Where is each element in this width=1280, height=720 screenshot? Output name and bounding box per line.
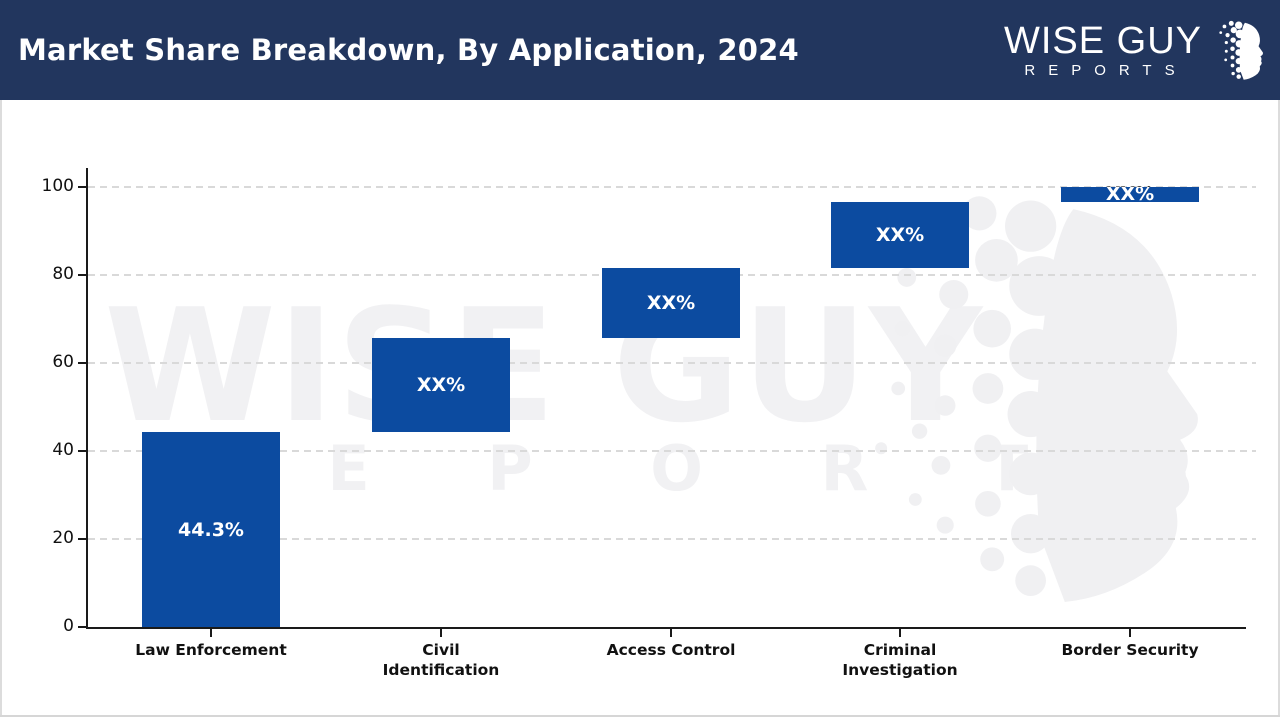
bar: 44.3% bbox=[142, 432, 280, 627]
bar-value-label: XX% bbox=[416, 374, 466, 397]
bar: XX% bbox=[602, 267, 740, 339]
gridline bbox=[88, 186, 1256, 188]
y-tick bbox=[78, 274, 86, 276]
bar-value-label: XX% bbox=[646, 291, 696, 314]
brand-face-icon bbox=[1219, 20, 1264, 80]
y-tick bbox=[78, 362, 86, 364]
x-tick bbox=[899, 629, 901, 637]
gridline bbox=[88, 538, 1256, 540]
x-category-label: Criminal Investigation bbox=[842, 641, 958, 680]
x-tick bbox=[440, 629, 442, 637]
y-tick bbox=[78, 186, 86, 188]
x-axis-line bbox=[86, 627, 1246, 629]
x-category-label: Border Security bbox=[1061, 641, 1199, 659]
x-tick bbox=[1129, 629, 1131, 637]
y-tick-label: 0 bbox=[63, 616, 74, 636]
y-tick-label: 100 bbox=[41, 176, 74, 196]
y-tick-label: 80 bbox=[52, 264, 74, 284]
page-title: Market Share Breakdown, By Application, … bbox=[18, 33, 799, 67]
brand-sub-wordmark: REPORTS bbox=[1024, 62, 1188, 79]
frame-border-left bbox=[0, 100, 2, 717]
x-category-label: Civil Identification bbox=[382, 641, 500, 680]
gridline bbox=[88, 450, 1256, 452]
bar-value-label: XX% bbox=[1105, 187, 1155, 202]
y-tick-label: 40 bbox=[52, 440, 74, 460]
brand-logo-text: WISE GUY REPORTS bbox=[1004, 22, 1202, 78]
bar: XX% bbox=[831, 201, 969, 268]
bar-value-label: 44.3% bbox=[178, 518, 244, 541]
frame-border-bottom bbox=[0, 715, 1280, 717]
bar: XX% bbox=[372, 338, 510, 433]
x-category-label: Law Enforcement bbox=[135, 641, 287, 659]
bar-value-label: XX% bbox=[875, 223, 925, 246]
y-tick-label: 20 bbox=[52, 528, 74, 548]
y-tick bbox=[78, 450, 86, 452]
y-tick bbox=[78, 538, 86, 540]
header: Market Share Breakdown, By Application, … bbox=[0, 0, 1280, 100]
gridline bbox=[88, 362, 1256, 364]
frame-border-right bbox=[1278, 100, 1280, 717]
watermark-wordmark: WISE GUY bbox=[104, 275, 984, 457]
bar: XX% bbox=[1061, 187, 1199, 202]
brand-logo: WISE GUY REPORTS bbox=[1004, 8, 1266, 92]
x-tick bbox=[210, 629, 212, 637]
brand-wordmark: WISE GUY bbox=[1003, 20, 1202, 62]
y-tick bbox=[78, 626, 86, 628]
y-axis-line bbox=[86, 168, 88, 629]
x-category-label: Access Control bbox=[606, 641, 736, 659]
y-tick-label: 60 bbox=[52, 352, 74, 372]
x-tick bbox=[670, 629, 672, 637]
